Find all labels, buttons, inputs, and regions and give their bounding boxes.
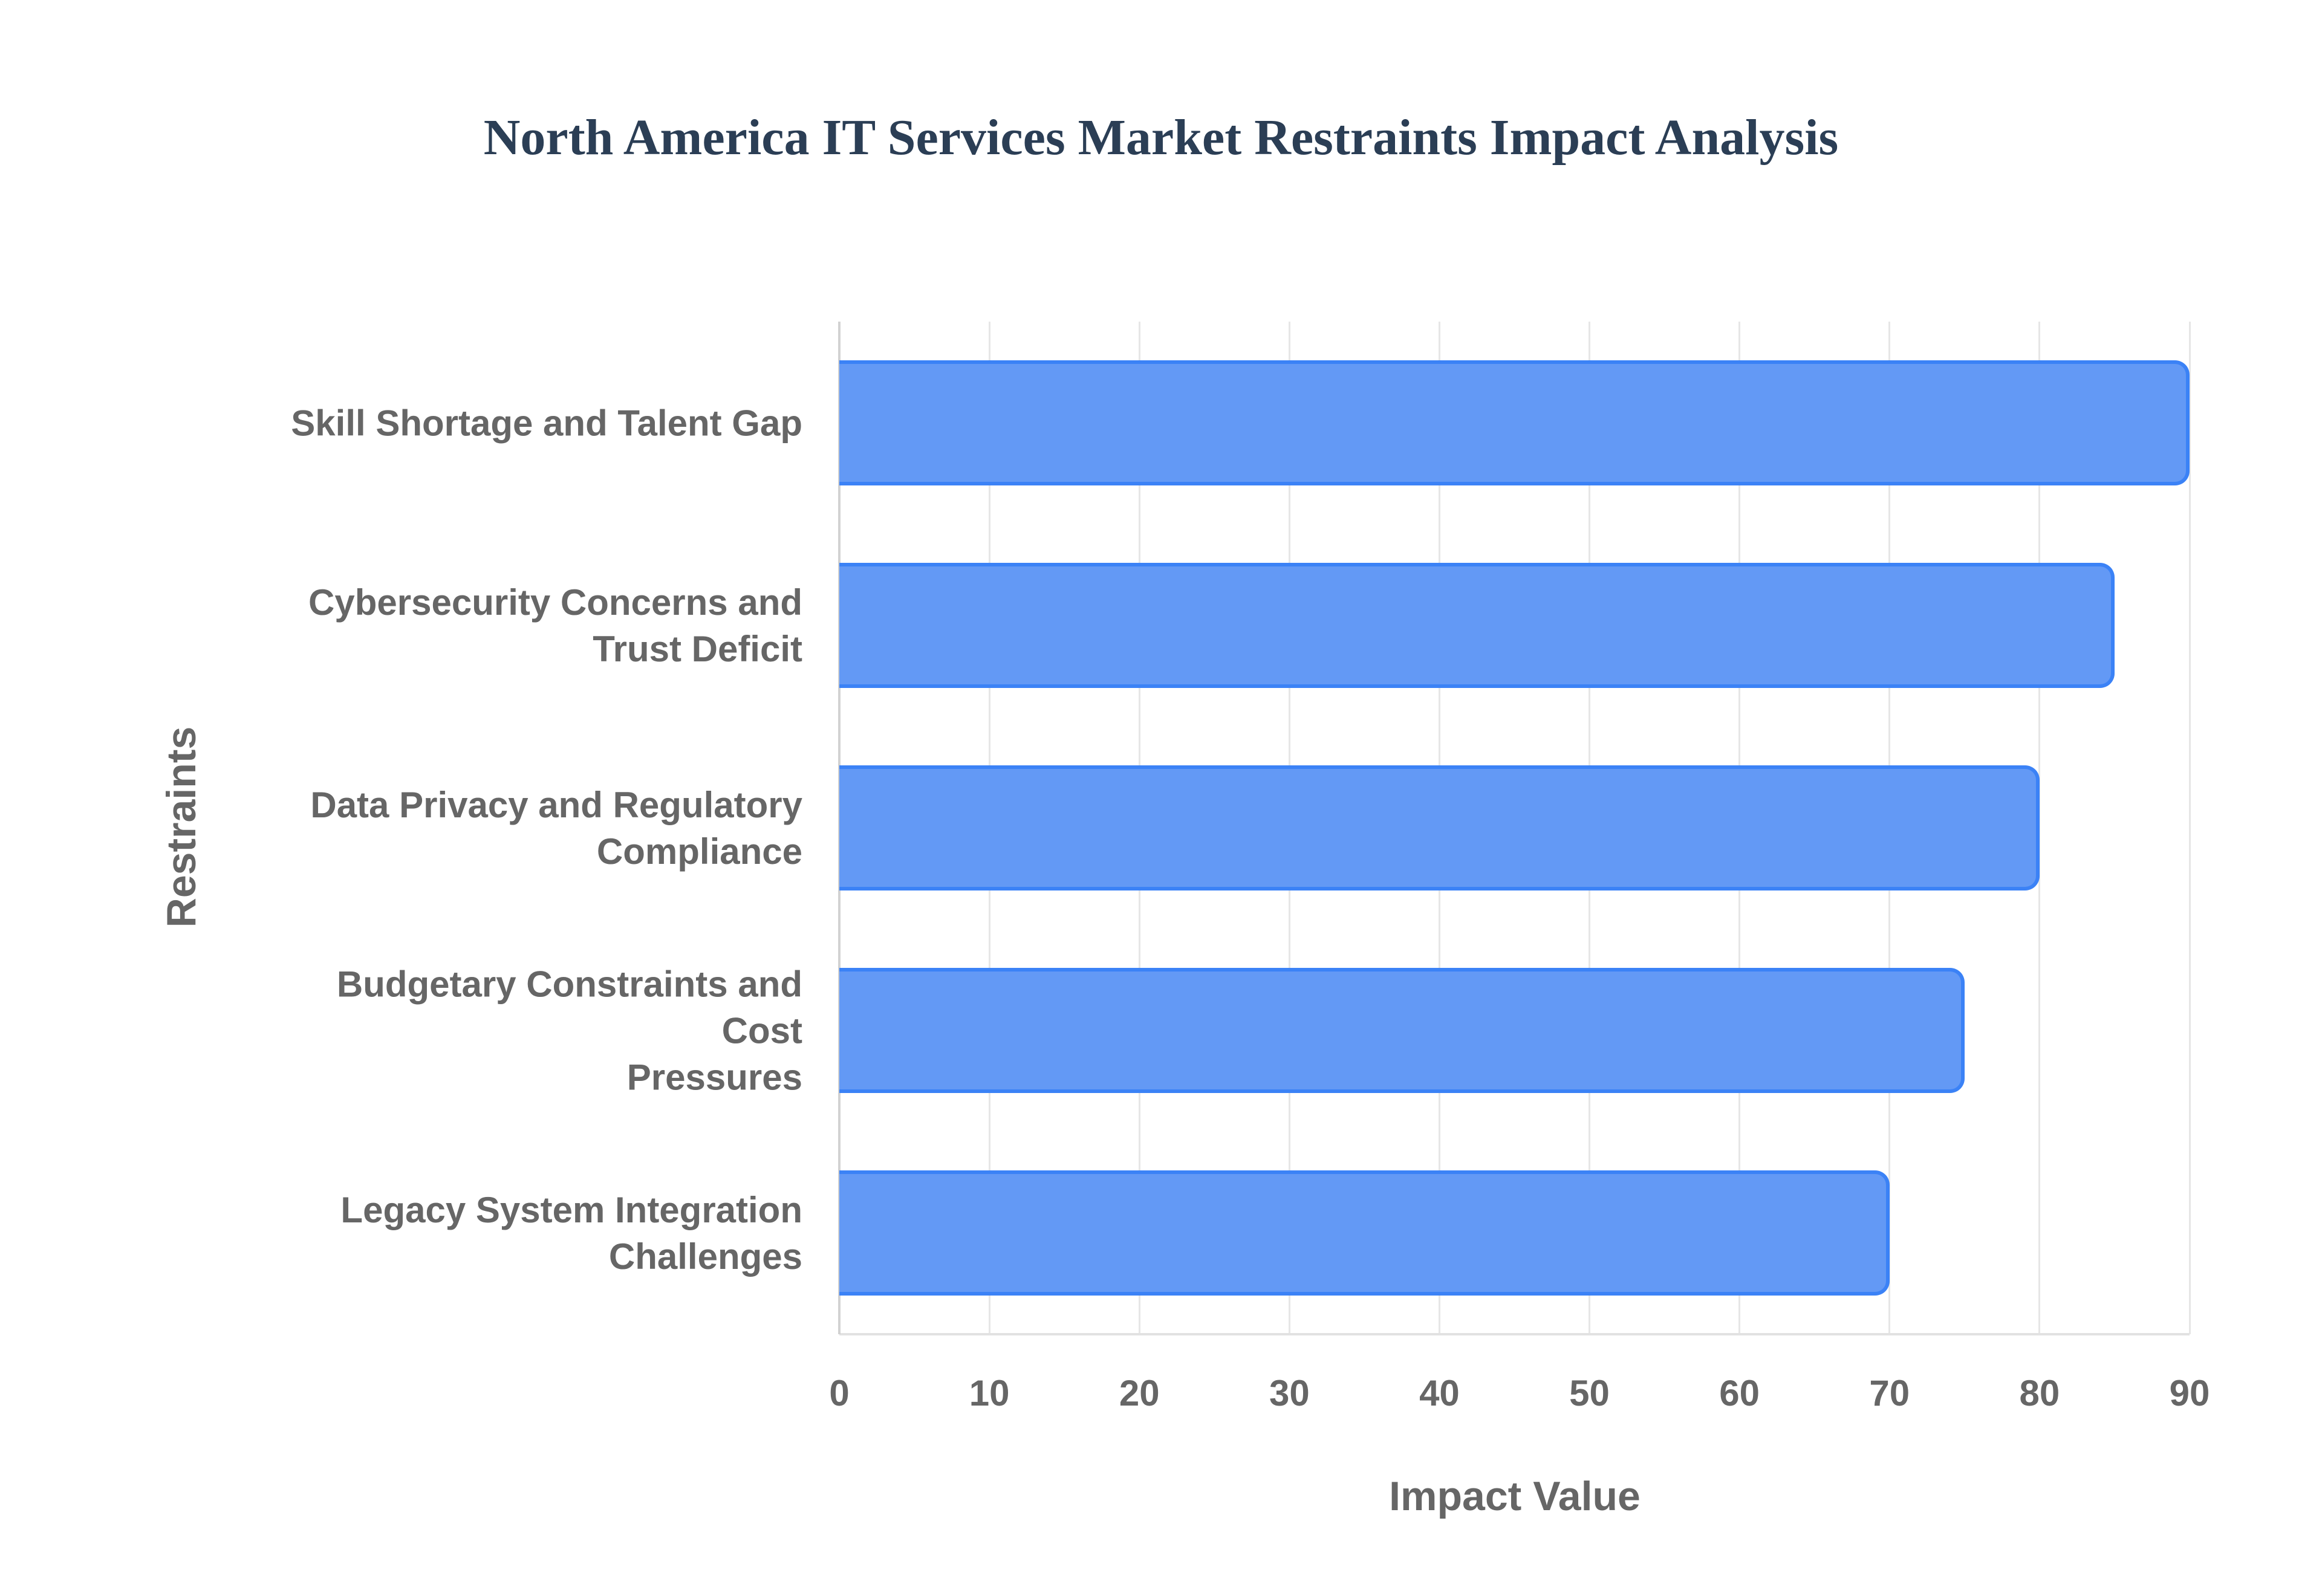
plot-area (838, 322, 2191, 1335)
y-category-label: Budgetary Constraints and Cost Pressures (336, 964, 802, 1097)
x-tick-label: 10 (969, 1373, 1010, 1413)
x-tick-label: 0 (829, 1373, 850, 1413)
y-category-label: Legacy System Integration Challenges (340, 1189, 802, 1277)
x-tick-label: 70 (1869, 1373, 1910, 1413)
y-axis-title-text: Restraints (158, 726, 204, 928)
x-axis-line (839, 1333, 2190, 1335)
x-axis-title: Impact Value (1389, 1473, 1641, 1519)
bar[interactable] (839, 1170, 1890, 1296)
x-tick-label: 20 (1119, 1373, 1160, 1413)
bar[interactable] (839, 765, 2040, 891)
x-tick-label: 60 (1719, 1373, 1760, 1413)
bar[interactable] (839, 360, 2190, 486)
y-category-label: Data Privacy and Regulatory Compliance (310, 784, 802, 872)
gridline (2188, 322, 2191, 1334)
x-tick-label: 30 (1269, 1373, 1310, 1413)
x-tick-label: 80 (2019, 1373, 2060, 1413)
y-category-label: Skill Shortage and Talent Gap (291, 403, 802, 443)
chart-title: North America IT Services Market Restrai… (483, 109, 1839, 166)
bar[interactable] (839, 967, 1965, 1094)
x-tick-label: 90 (2169, 1373, 2210, 1413)
x-tick-label: 40 (1419, 1373, 1460, 1413)
bar[interactable] (839, 562, 2115, 689)
y-category-label: Cybersecurity Concerns and Trust Deficit (308, 582, 802, 669)
x-tick-label: 50 (1569, 1373, 1610, 1413)
gridline (2038, 322, 2041, 1334)
